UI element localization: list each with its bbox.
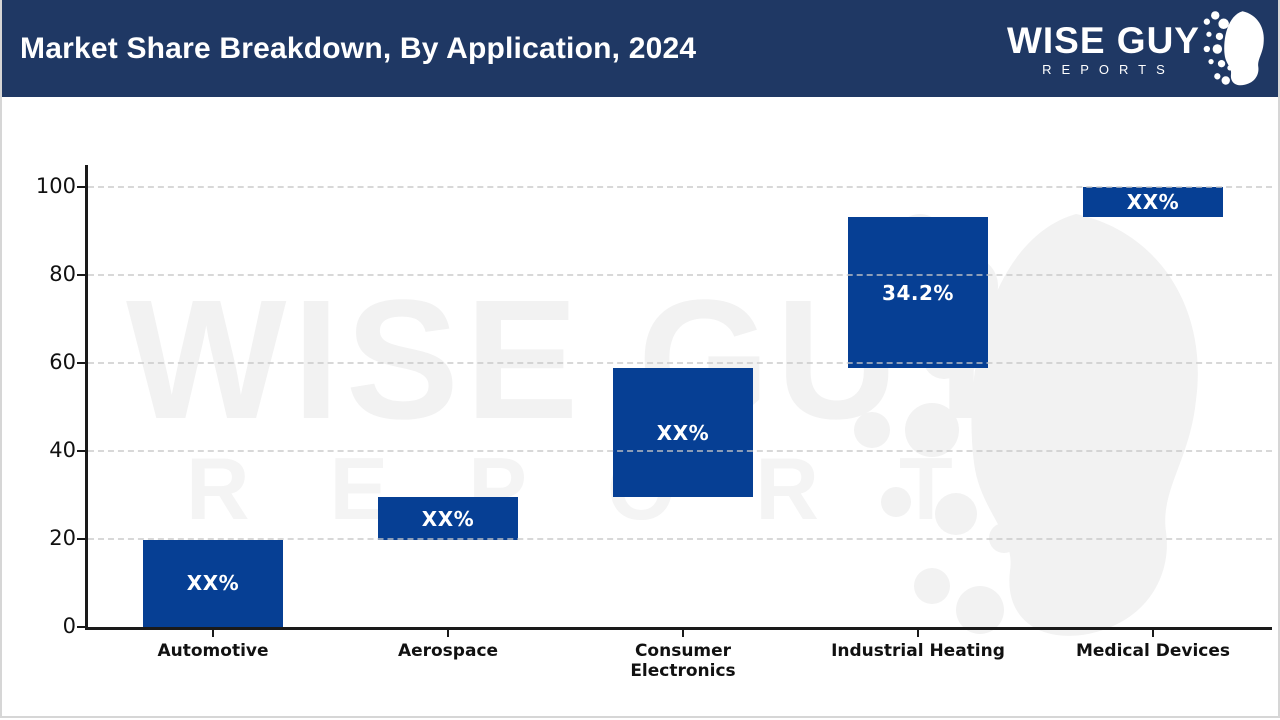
gridline: [88, 186, 1272, 188]
x-axis-tick-mark: [917, 630, 919, 637]
page-title: Market Share Breakdown, By Application, …: [20, 31, 697, 65]
bar-value-label: XX%: [656, 420, 710, 445]
x-axis-category-label: Industrial Heating: [831, 641, 1005, 661]
x-axis-category-label: Consumer Electronics: [630, 641, 736, 682]
y-axis-tick-label: 80: [49, 262, 76, 287]
y-axis-line: [85, 165, 88, 629]
gridline: [88, 274, 1272, 276]
y-axis-tick-mark: [77, 274, 85, 276]
y-axis-tick-mark: [77, 186, 85, 188]
gridline: [88, 362, 1272, 364]
y-axis-tick-label: 100: [35, 174, 76, 199]
bar-value-label: XX%: [1126, 190, 1180, 215]
x-axis-tick-mark: [212, 630, 214, 637]
brand-logo: WISE GUY REPORTS: [1007, 4, 1270, 94]
x-axis-category-label: Aerospace: [397, 641, 499, 661]
y-axis-tick-mark: [77, 538, 85, 540]
bar-value-label: XX%: [186, 571, 240, 596]
x-axis-tick-mark: [1152, 630, 1154, 637]
x-axis-line: [85, 627, 1272, 630]
x-axis-category-label: Automotive: [157, 641, 269, 661]
gridline: [88, 450, 1272, 452]
x-axis-tick-mark: [447, 630, 449, 637]
bar-segment: XX%: [613, 367, 753, 498]
bar-value-label: XX%: [421, 506, 475, 531]
bar-segment: XX%: [378, 497, 518, 540]
y-axis-tick-mark: [77, 626, 85, 628]
x-axis-category-label: Medical Devices: [1075, 641, 1230, 661]
x-axis-tick-mark: [682, 630, 684, 637]
bar-segment: XX%: [1083, 187, 1223, 218]
bar-segment: XX%: [143, 539, 283, 627]
bar-segment: 34.2%: [848, 217, 988, 368]
y-axis-tick-label: 0: [62, 614, 76, 639]
y-axis-tick-label: 40: [49, 438, 76, 463]
brand-name: WISE GUY: [1006, 19, 1200, 61]
gridline: [88, 538, 1272, 540]
header-bar: Market Share Breakdown, By Application, …: [0, 0, 1280, 97]
y-axis-tick-label: 20: [49, 526, 76, 551]
brand-subname: REPORTS: [1042, 61, 1175, 77]
brand-logo-text: WISE GUY REPORTS: [1007, 22, 1200, 77]
y-axis-tick-mark: [77, 362, 85, 364]
bar-value-label: 34.2%: [882, 280, 954, 305]
y-axis-tick-label: 60: [49, 350, 76, 375]
y-axis-tick-mark: [77, 450, 85, 452]
brand-face-icon: [1203, 11, 1264, 86]
